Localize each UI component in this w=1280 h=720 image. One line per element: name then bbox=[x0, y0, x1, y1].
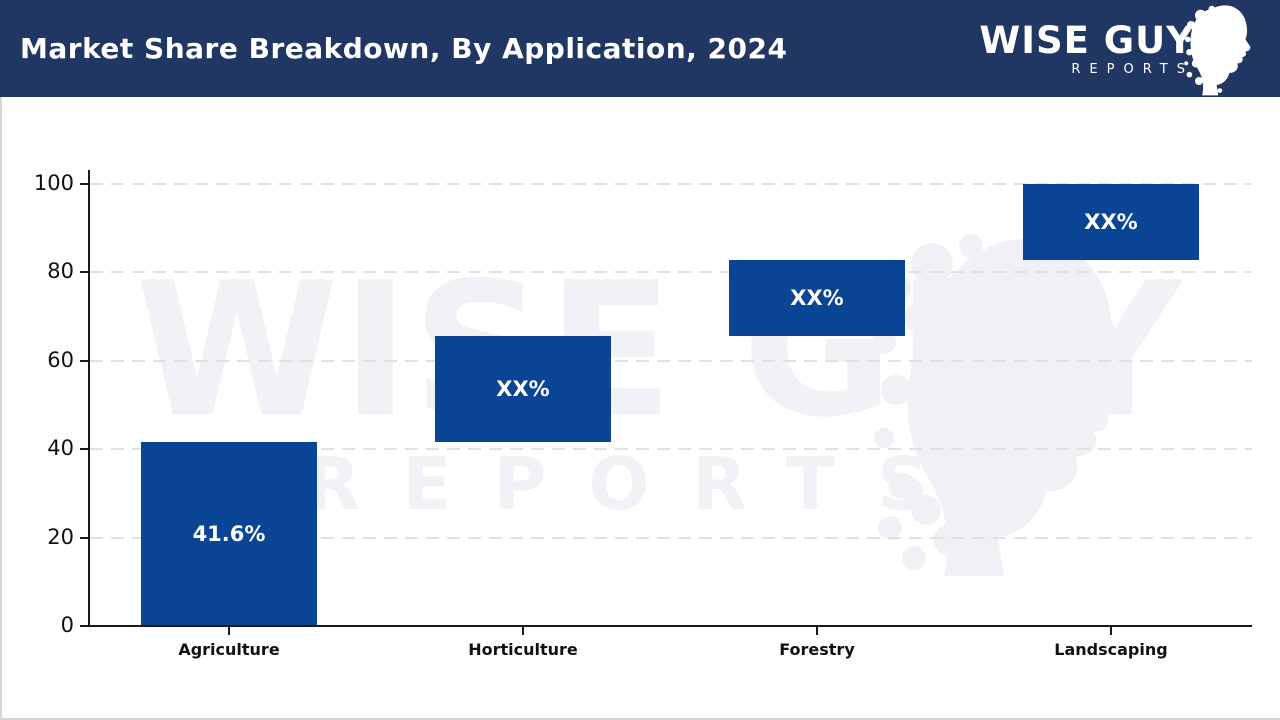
page-title: Market Share Breakdown, By Application, … bbox=[20, 32, 788, 65]
chart-plot-area: 0 20 40 60 80 100 41.6% XX% XX% XX% Agriculture Hor… bbox=[0, 97, 1280, 720]
gridline bbox=[90, 448, 1252, 451]
y-axis-line bbox=[88, 170, 90, 626]
bar-value-label: XX% bbox=[496, 377, 550, 402]
bar-forestry: XX% bbox=[729, 260, 905, 337]
bar-landscaping: XX% bbox=[1023, 184, 1199, 261]
x-axis-tick bbox=[522, 627, 524, 635]
y-axis-tick-label: 60 bbox=[47, 347, 74, 372]
y-axis-tick-label: 20 bbox=[47, 524, 74, 549]
y-axis-tick-label: 0 bbox=[60, 613, 74, 637]
y-axis-tick-label: 100 bbox=[33, 171, 74, 195]
watermark-face-icon bbox=[872, 234, 1125, 576]
y-axis-tick bbox=[80, 448, 88, 451]
brand-name: WISE GUY bbox=[979, 18, 1194, 62]
y-axis-tick bbox=[80, 183, 88, 185]
y-axis-tick-label: 40 bbox=[47, 436, 74, 461]
gridline bbox=[90, 271, 1252, 274]
brand-logo: WISE GUY REPORTS bbox=[979, 1, 1266, 97]
bar-horticulture: XX% bbox=[435, 336, 611, 443]
bar-value-label: XX% bbox=[790, 286, 844, 311]
bar-value-label: XX% bbox=[1084, 210, 1138, 234]
header-bar: Market Share Breakdown, By Application, … bbox=[0, 0, 1280, 97]
x-axis-tick bbox=[816, 627, 818, 635]
y-axis-tick-label: 80 bbox=[47, 259, 74, 284]
x-axis-category-label: Horticulture bbox=[468, 640, 578, 659]
gridline bbox=[90, 183, 1252, 185]
bar-agriculture: 41.6% bbox=[141, 442, 317, 626]
brand-wordmark: WISE GUY REPORTS bbox=[979, 22, 1194, 76]
y-axis-tick bbox=[80, 271, 88, 274]
gridline bbox=[90, 536, 1252, 539]
brand-subname: REPORTS bbox=[1071, 61, 1194, 77]
y-axis-tick bbox=[80, 359, 88, 362]
bar-value-label: 41.6% bbox=[192, 522, 266, 547]
x-axis-line bbox=[88, 625, 1252, 627]
y-axis-tick bbox=[80, 536, 88, 539]
x-axis-category-label: Forestry bbox=[779, 640, 855, 659]
x-axis-tick bbox=[1110, 627, 1112, 635]
watermark-text-line2: REPORTS bbox=[305, 442, 971, 526]
y-axis-tick bbox=[80, 625, 88, 627]
x-axis-tick bbox=[228, 627, 230, 635]
wiseguy-face-icon bbox=[1184, 4, 1251, 95]
x-axis-category-label: Agriculture bbox=[178, 640, 280, 659]
gridline bbox=[90, 359, 1252, 362]
x-axis-category-label: Landscaping bbox=[1054, 640, 1168, 659]
